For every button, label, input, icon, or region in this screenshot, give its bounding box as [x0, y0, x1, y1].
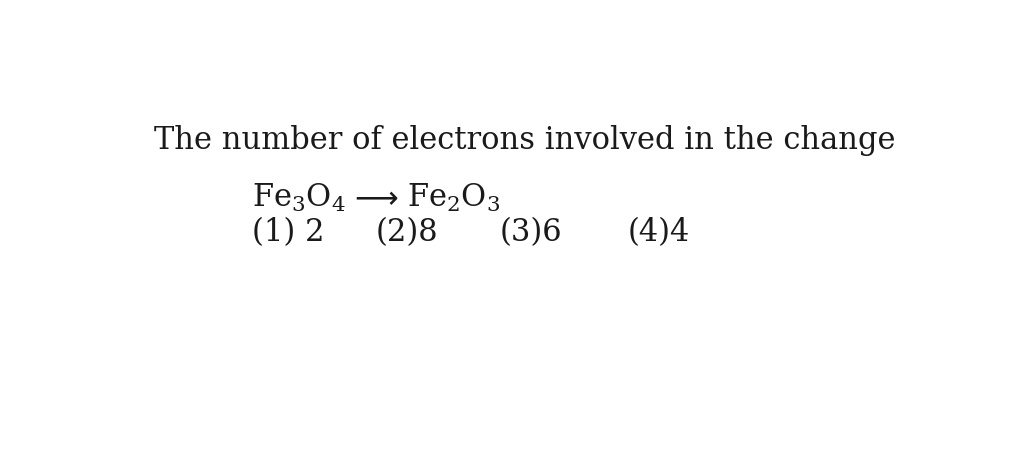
- Text: (1) 2: (1) 2: [252, 217, 325, 248]
- Text: The number of electrons involved in the change: The number of electrons involved in the …: [154, 125, 896, 156]
- Text: (3)6: (3)6: [500, 217, 562, 248]
- Text: (4)4: (4)4: [628, 217, 690, 248]
- Text: $\longrightarrow$: $\longrightarrow$: [349, 182, 399, 213]
- Text: (2)8: (2)8: [376, 217, 438, 248]
- Text: $\mathregular{Fe_3O_4}$: $\mathregular{Fe_3O_4}$: [252, 182, 346, 214]
- Text: $\mathregular{Fe_2O_3}$: $\mathregular{Fe_2O_3}$: [407, 182, 501, 214]
